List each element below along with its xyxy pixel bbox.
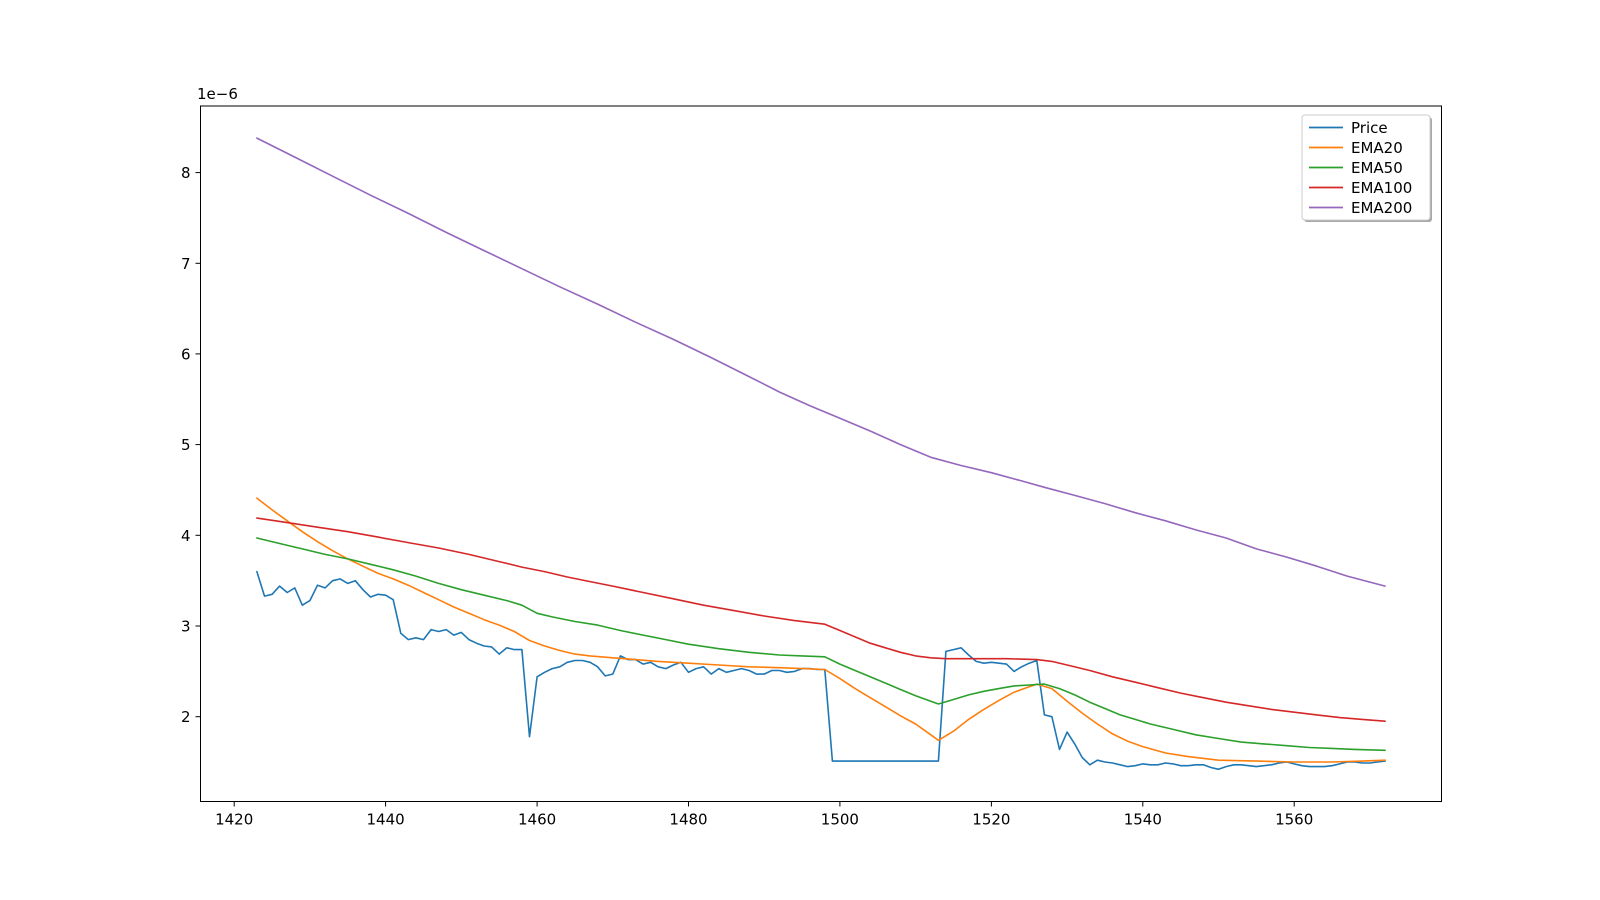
y-tick-label: 3 <box>181 618 191 636</box>
legend-label-Price: Price <box>1351 119 1388 137</box>
legend-frame <box>1301 114 1431 221</box>
y-tick-label: 6 <box>181 345 191 363</box>
x-tick-label: 1460 <box>518 811 556 829</box>
x-tick-label: 1440 <box>367 811 405 829</box>
series-line-EMA200 <box>256 137 1386 587</box>
series-line-EMA50 <box>256 537 1386 752</box>
x-tick-label: 1480 <box>669 811 707 829</box>
x-tick-label: 1500 <box>821 811 859 829</box>
series-line-EMA20 <box>256 497 1386 763</box>
x-tick-label: 1540 <box>1124 811 1162 829</box>
legend-label-EMA50: EMA50 <box>1351 159 1403 177</box>
legend-label-EMA100: EMA100 <box>1351 179 1412 197</box>
legend: Price EMA20 EMA50 EMA100 EMA200 <box>1301 114 1432 222</box>
y-tick-label: 7 <box>181 255 191 273</box>
x-tick-label: 1520 <box>972 811 1010 829</box>
legend-label-EMA20: EMA20 <box>1351 139 1403 157</box>
series-line-EMA100 <box>256 517 1386 723</box>
x-tick-label: 1560 <box>1275 811 1313 829</box>
x-tick-label: 1420 <box>215 811 253 829</box>
y-tick-label: 4 <box>181 527 191 545</box>
plot-area <box>200 105 1442 802</box>
y-tick-label: 8 <box>181 164 191 182</box>
y-tick-label: 5 <box>181 436 191 454</box>
legend-label-EMA200: EMA200 <box>1351 199 1412 217</box>
y-tick-label: 2 <box>181 708 191 726</box>
y-axis-offset-label: 1e−6 <box>197 85 238 103</box>
